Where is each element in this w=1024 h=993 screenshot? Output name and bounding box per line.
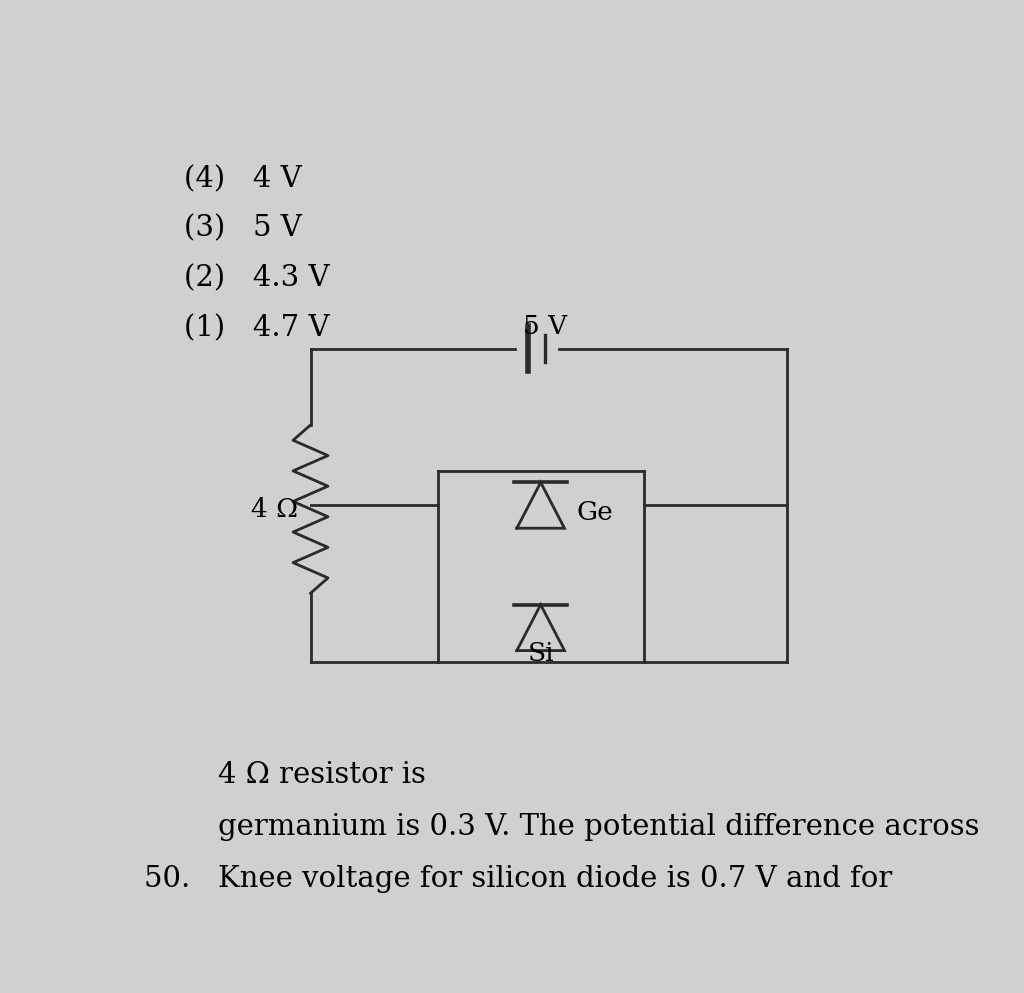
Text: germanium is 0.3 V. The potential difference across: germanium is 0.3 V. The potential differ… [143,812,979,841]
Text: (4)   4 V: (4) 4 V [183,165,301,193]
Text: 5 V: 5 V [522,314,566,340]
Text: (2)   4.3 V: (2) 4.3 V [183,264,329,292]
Text: 4 Ω resistor is: 4 Ω resistor is [143,761,426,788]
Text: 4 Ω: 4 Ω [252,496,299,521]
Text: (3)   5 V: (3) 5 V [183,214,301,242]
Text: Ge: Ge [577,500,613,525]
Text: 50.   Knee voltage for silicon diode is 0.7 V and for: 50. Knee voltage for silicon diode is 0.… [143,865,892,893]
Text: Si: Si [527,640,554,666]
Text: (1)   4.7 V: (1) 4.7 V [183,314,329,343]
